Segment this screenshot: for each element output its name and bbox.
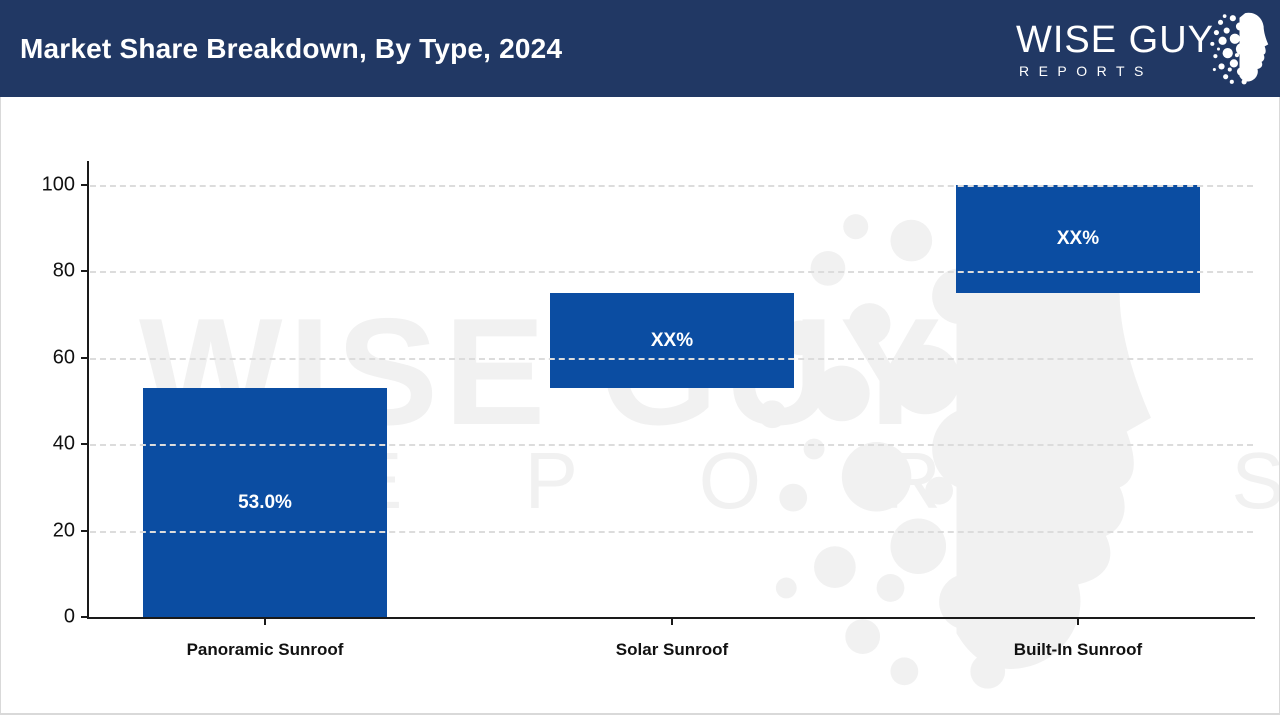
bar-solar-sunroof: XX%: [550, 293, 794, 389]
x-tick-label: Solar Sunroof: [615, 640, 729, 659]
x-tick-label: Built-In Sunroof: [1013, 640, 1143, 659]
wiseguy-logo-text: WISE GUY REPORTS: [1016, 20, 1214, 79]
logo-wordmark: WISE GUY: [1015, 18, 1214, 61]
y-tick-mark: [81, 270, 89, 273]
gridline-100: [90, 185, 1253, 187]
logo-subtitle: REPORTS: [1018, 62, 1153, 79]
y-tick-label: 20: [52, 519, 75, 542]
gridline-60: [90, 357, 1253, 360]
y-tick-label: 100: [41, 173, 75, 196]
y-tick-label: 0: [63, 605, 75, 628]
y-tick-mark: [81, 184, 89, 186]
y-tick-label: 60: [52, 346, 75, 369]
y-axis: [87, 161, 89, 619]
y-tick-mark: [81, 616, 89, 618]
x-tick-mark: [264, 617, 266, 625]
y-tick-mark: [81, 529, 89, 532]
bar-built-in-sunroof: XX%: [956, 185, 1200, 293]
y-tick-label: 80: [52, 259, 75, 282]
gridline-80: [90, 271, 1253, 274]
y-tick-mark: [81, 356, 89, 359]
chart-area: WISE GUY R E P O R T S 53.0% XX% XX% 0 20 40 6…: [0, 97, 1280, 715]
y-tick-label: 40: [52, 432, 75, 455]
y-tick-mark: [81, 443, 89, 446]
bar-value-label: 53.0%: [238, 491, 292, 513]
x-axis: [87, 617, 1255, 619]
gridline-20: [90, 530, 1253, 533]
x-tick-label: Panoramic Sunroof: [186, 640, 344, 659]
wiseguy-face-icon: [1208, 10, 1270, 88]
bar-value-label: XX%: [650, 329, 694, 351]
bar-value-label: XX%: [1056, 228, 1100, 249]
gridline-40: [90, 444, 1253, 447]
wiseguy-logo: WISE GUY REPORTS: [1010, 8, 1270, 90]
bar-panoramic-sunroof: 53.0%: [143, 388, 387, 617]
header-bar: Market Share Breakdown, By Type, 2024 WI…: [0, 0, 1280, 97]
x-tick-mark: [671, 617, 673, 625]
page-title: Market Share Breakdown, By Type, 2024: [20, 32, 563, 64]
